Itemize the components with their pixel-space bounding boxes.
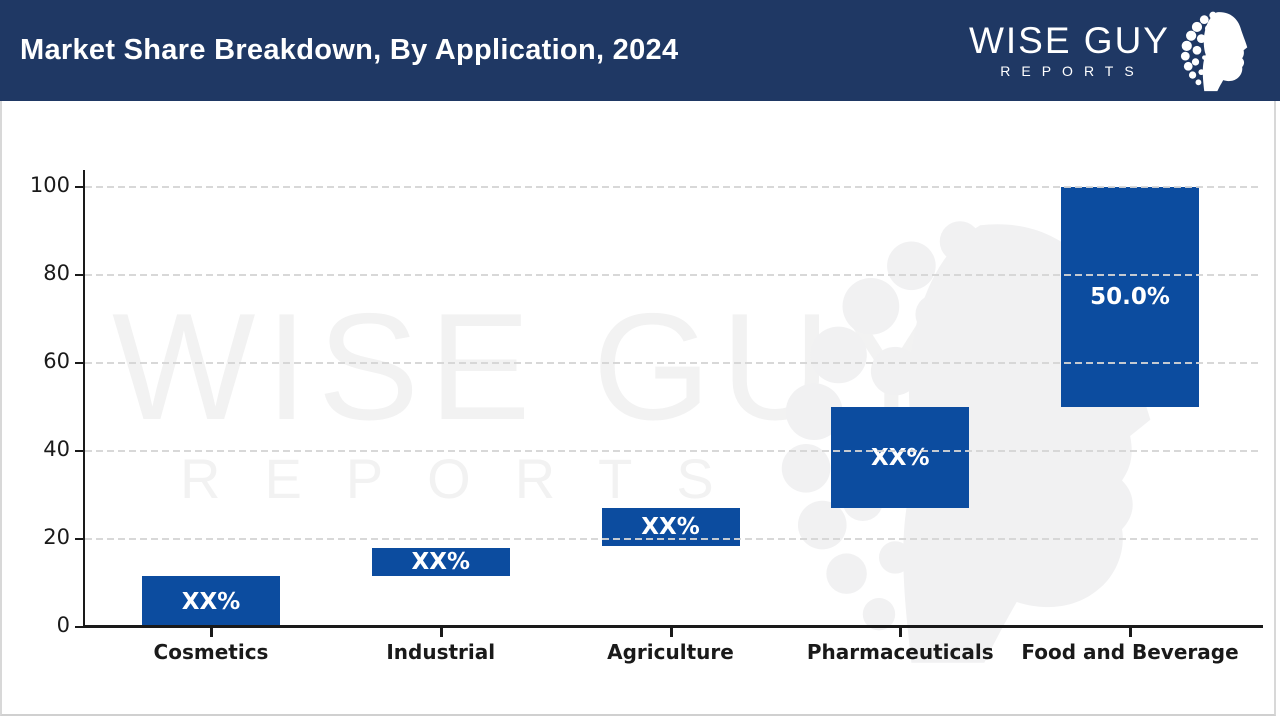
x-tick-label: Cosmetics xyxy=(153,640,269,664)
x-axis-tick xyxy=(439,628,443,637)
bar-value-label: XX% xyxy=(411,549,470,576)
x-axis-tick xyxy=(210,628,213,637)
page-title: Market Share Breakdown, By Application, … xyxy=(20,34,679,66)
logo-head-icon xyxy=(1180,11,1248,91)
bar-industrial: XX% xyxy=(371,547,510,577)
y-tick-label: 20 xyxy=(43,525,70,549)
x-tick-label: Pharmaceuticals xyxy=(806,640,994,664)
x-axis-tick xyxy=(899,628,903,637)
y-axis-spine xyxy=(83,170,85,628)
y-axis-tick xyxy=(75,362,83,364)
y-axis-tick xyxy=(75,538,83,540)
x-axis-spine xyxy=(83,625,1263,628)
bar-pharmaceuticals: XX% xyxy=(831,407,970,509)
gridline xyxy=(85,186,1260,188)
x-axis-tick xyxy=(669,628,673,637)
header-bar: Market Share Breakdown, By Application, … xyxy=(0,0,1280,101)
gridline xyxy=(85,362,1260,364)
x-tick-label: Food and Beverage xyxy=(1021,640,1239,664)
y-axis-tick xyxy=(75,274,83,276)
bar-food-and-beverage: 50.0% xyxy=(1061,187,1199,407)
y-axis-tick xyxy=(75,626,83,628)
x-axis-tick xyxy=(1129,628,1132,637)
gridline xyxy=(85,450,1260,452)
brand-logo: WISE GUY REPORTS xyxy=(969,8,1250,94)
logo-wordmark-line2: REPORTS xyxy=(1000,63,1145,79)
y-tick-label: 80 xyxy=(43,261,70,285)
logo-wordmark: WISE GUY REPORTS xyxy=(969,22,1170,79)
bar-value-label: 50.0% xyxy=(1090,284,1170,310)
y-tick-label: 0 xyxy=(56,613,70,637)
bar-value-label: XX% xyxy=(641,513,700,540)
y-tick-label: 100 xyxy=(29,173,70,197)
y-axis-tick xyxy=(75,186,83,188)
y-tick-label: 40 xyxy=(43,437,70,461)
y-tick-label: 60 xyxy=(43,349,70,373)
x-tick-label: Industrial xyxy=(386,640,496,664)
gridline xyxy=(85,274,1260,276)
bar-value-label: XX% xyxy=(181,588,241,615)
y-axis-tick xyxy=(75,450,83,452)
logo-wordmark-line1: WISE GUY xyxy=(968,20,1170,61)
gridline xyxy=(85,538,1260,540)
bar-value-label: XX% xyxy=(870,444,930,471)
x-tick-label: Agriculture xyxy=(607,640,734,664)
bar-cosmetics: XX% xyxy=(142,576,280,627)
